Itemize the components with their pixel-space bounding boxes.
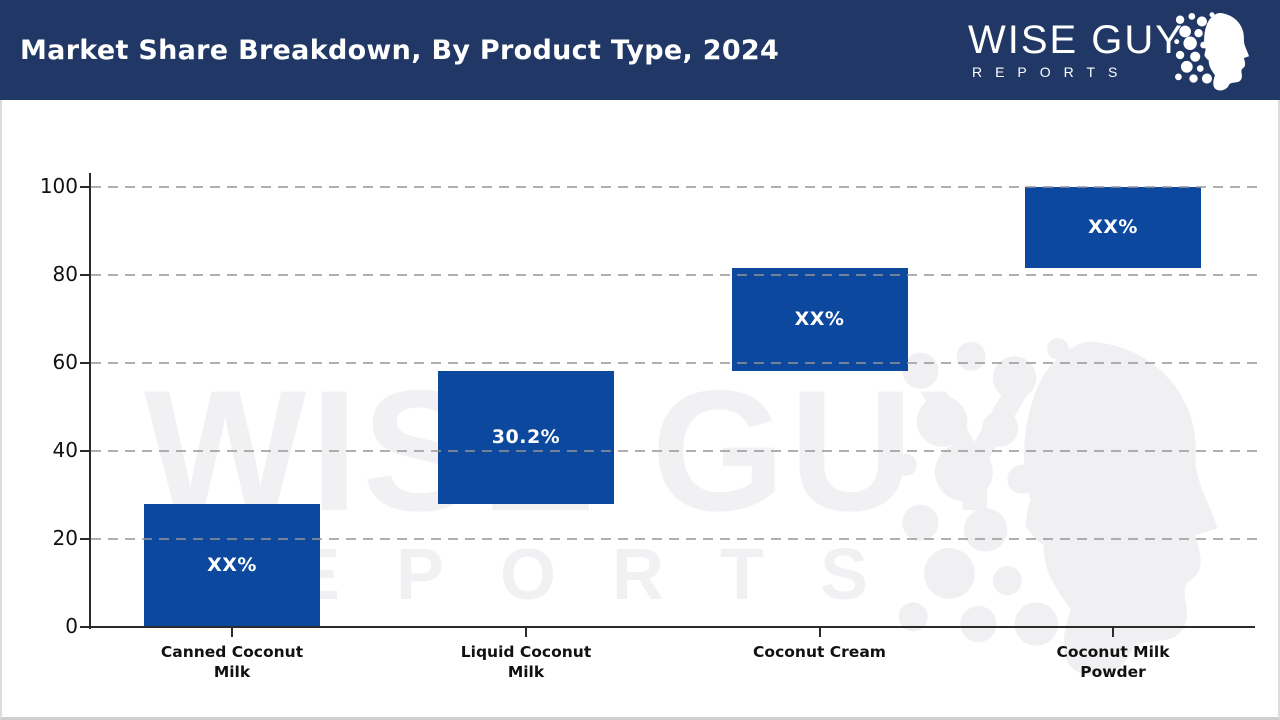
chart-title: Market Share Breakdown, By Product Type,… bbox=[20, 34, 780, 66]
x-axis-line bbox=[89, 626, 1255, 628]
dotted-face-profile-watermark bbox=[895, 338, 1218, 676]
x-axis-category-label: Liquid Coconut Milk bbox=[460, 643, 592, 681]
logo-wordmark: WISE GUY bbox=[967, 18, 1184, 62]
y-axis-tick-mark bbox=[80, 626, 89, 628]
bar-coconut-cream: XX% bbox=[731, 267, 908, 371]
bar-liquid-coconut-milk: 30.2% bbox=[438, 370, 614, 504]
y-axis-line bbox=[89, 173, 91, 629]
x-axis-tick-mark bbox=[231, 628, 233, 637]
y-axis-tick-mark bbox=[80, 538, 89, 540]
x-axis-category-label: Coconut Cream bbox=[753, 643, 886, 661]
gridline-y40 bbox=[91, 450, 1258, 452]
y-axis-tick-mark bbox=[80, 362, 89, 364]
y-axis-tick-label: 20 bbox=[52, 526, 78, 550]
y-axis-tick-mark bbox=[80, 274, 89, 276]
bar-coconut-milk-powder: XX% bbox=[1025, 187, 1201, 268]
y-axis-tick-label: 60 bbox=[52, 350, 78, 374]
x-axis-category-label: Canned Coconut Milk bbox=[160, 643, 304, 681]
bar-value-label: 30.2% bbox=[491, 426, 561, 449]
logo-subtext: REPORTS bbox=[971, 64, 1131, 80]
x-axis-category-label: Coconut Milk Powder bbox=[1056, 643, 1170, 681]
bar-value-label: XX% bbox=[207, 554, 257, 577]
wise-guy-reports-logo: WISE GUY REPORTS bbox=[968, 7, 1254, 93]
y-axis-tick-label: 100 bbox=[39, 174, 78, 198]
header-bar: Market Share Breakdown, By Product Type,… bbox=[0, 0, 1280, 100]
gridline-y80 bbox=[91, 274, 1258, 276]
y-axis-tick-label: 0 bbox=[65, 614, 78, 638]
y-axis-tick-mark bbox=[80, 186, 89, 188]
bar-value-label: XX% bbox=[1088, 216, 1138, 239]
x-axis-tick-mark bbox=[818, 628, 821, 637]
y-axis-tick-label: 40 bbox=[52, 438, 78, 462]
y-axis-tick-label: 80 bbox=[52, 262, 78, 286]
gridline-y100 bbox=[91, 186, 1258, 188]
bar-value-label: XX% bbox=[794, 308, 845, 331]
x-axis-tick-mark bbox=[1112, 628, 1114, 637]
x-axis-tick-mark bbox=[525, 628, 527, 637]
bar-canned-coconut-milk: XX% bbox=[144, 503, 320, 627]
gridline-y60 bbox=[91, 362, 1258, 364]
gridline-y20 bbox=[91, 538, 1258, 540]
waterfall-chart: WISE GUY REPORTS XX%30.2%XX%XX%020406080… bbox=[0, 100, 1280, 720]
y-axis-tick-mark bbox=[80, 450, 89, 452]
dotted-face-profile-icon bbox=[1174, 12, 1249, 91]
logo-text: WISE GUY REPORTS bbox=[968, 20, 1184, 80]
